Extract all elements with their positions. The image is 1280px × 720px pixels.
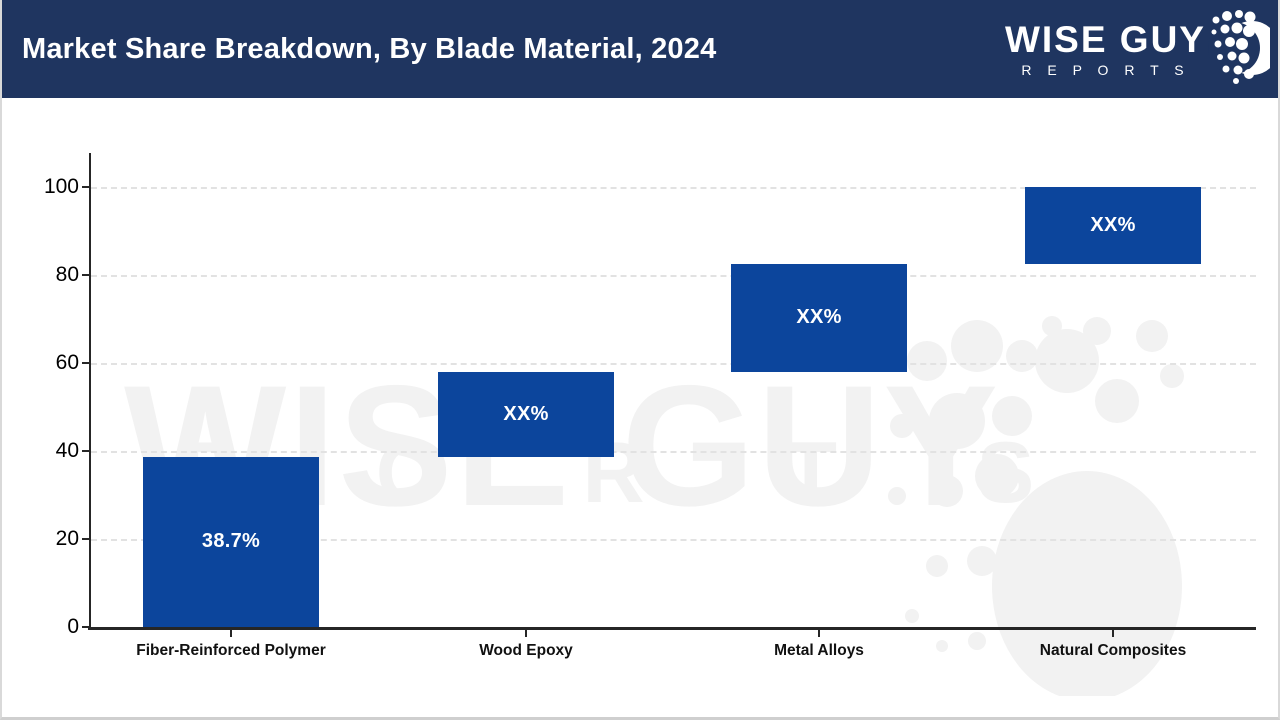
- bar-metal-alloys: XX%: [731, 263, 907, 372]
- gridline-40: [91, 451, 1256, 453]
- x-tick-1: [525, 629, 527, 637]
- bar-value-label: XX%: [503, 402, 549, 425]
- bar-value-label: 38.7%: [201, 530, 261, 553]
- y-tick-label: 60: [55, 351, 79, 374]
- y-tick-label: 100: [43, 175, 79, 198]
- bar-fiber-reinforced-polymer: 38.7%: [143, 456, 319, 627]
- x-tick-label: Natural Composites: [1039, 642, 1187, 659]
- y-axis: [89, 153, 91, 629]
- bar-value-label: XX%: [796, 306, 842, 329]
- y-tick-60: [82, 362, 90, 364]
- logo-subtext: R E P O R T S: [1021, 62, 1190, 78]
- x-tick-2: [818, 629, 820, 637]
- y-tick-label: 20: [55, 527, 79, 550]
- y-tick-40: [82, 450, 90, 452]
- bar-natural-composites: XX%: [1025, 187, 1201, 264]
- y-tick-20: [82, 538, 90, 540]
- gridline-100: [91, 187, 1256, 189]
- y-tick-0: [82, 626, 90, 628]
- chart-area: WISE GUY P O R T S 38.7% XX% XX% XX% 0 20 40 6…: [2, 98, 1278, 717]
- x-tick-label: Wood Epoxy: [479, 642, 573, 659]
- y-tick-80: [82, 274, 90, 276]
- gridline-80: [91, 275, 1256, 277]
- x-tick-label: Metal Alloys: [774, 642, 864, 659]
- y-tick-label: 40: [55, 439, 79, 462]
- logo-wordmark: WISE GUY: [1004, 19, 1206, 60]
- page-title: Market Share Breakdown, By Blade Materia…: [22, 32, 717, 65]
- x-tick-3: [1112, 629, 1114, 637]
- gridline-60: [91, 363, 1256, 365]
- watermark-face-icon: [888, 316, 1184, 696]
- y-tick-100: [82, 186, 90, 188]
- logo-face-icon: [1208, 10, 1270, 84]
- y-tick-label: 0: [67, 615, 79, 638]
- gridline-20: [91, 539, 1256, 541]
- x-axis: [88, 627, 1256, 630]
- y-tick-label: 80: [55, 263, 79, 286]
- header: Market Share Breakdown, By Blade Materia…: [2, 0, 1278, 98]
- x-tick-label: Fiber-Reinforced Polymer: [136, 642, 326, 659]
- logo: WISE GUY R E P O R T S: [1005, 8, 1270, 90]
- bar-wood-epoxy: XX%: [438, 371, 614, 457]
- x-tick-0: [230, 629, 232, 637]
- logo-text: WISE GUY R E P O R T S: [1005, 21, 1206, 77]
- bar-value-label: XX%: [1090, 213, 1136, 236]
